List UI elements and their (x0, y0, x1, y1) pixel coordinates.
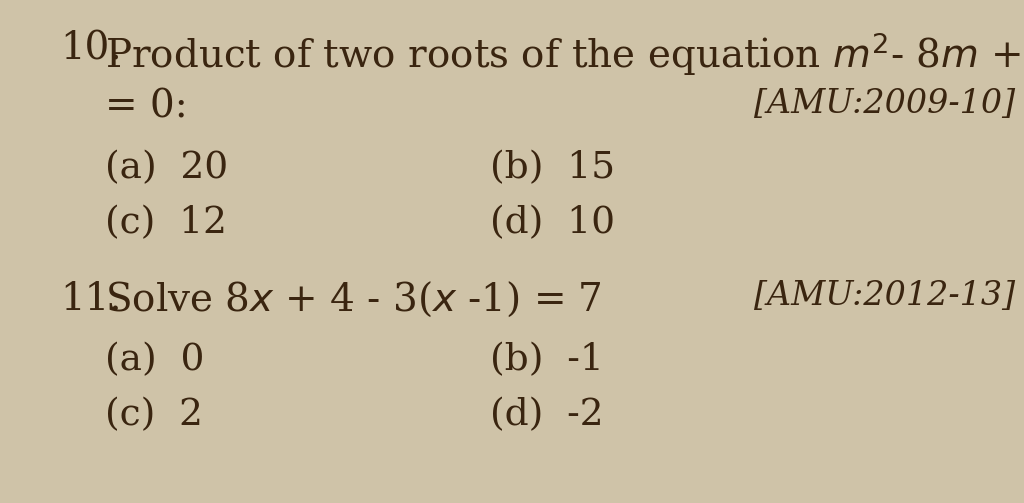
Text: (d)  -2: (d) -2 (490, 397, 603, 433)
Text: Product of two roots of the equation $m^2$- 8$m$ + 15: Product of two roots of the equation $m^… (105, 30, 1024, 77)
Text: [AMU:2012-13]: [AMU:2012-13] (754, 280, 1015, 312)
Text: (b)  15: (b) 15 (490, 150, 615, 186)
Text: [AMU:2009-10]: [AMU:2009-10] (754, 88, 1015, 120)
Text: Solve 8$x$ + 4 - 3($x$ -1) = 7: Solve 8$x$ + 4 - 3($x$ -1) = 7 (105, 280, 602, 319)
Text: (a)  20: (a) 20 (105, 150, 228, 186)
Text: 10.: 10. (60, 30, 122, 67)
Text: = 0:: = 0: (105, 88, 187, 125)
Text: (d)  10: (d) 10 (490, 205, 615, 241)
Text: (b)  -1: (b) -1 (490, 342, 604, 378)
Text: (a)  0: (a) 0 (105, 342, 205, 378)
Text: (c)  2: (c) 2 (105, 397, 203, 433)
Text: 11.: 11. (60, 280, 122, 317)
Text: (c)  12: (c) 12 (105, 205, 227, 241)
